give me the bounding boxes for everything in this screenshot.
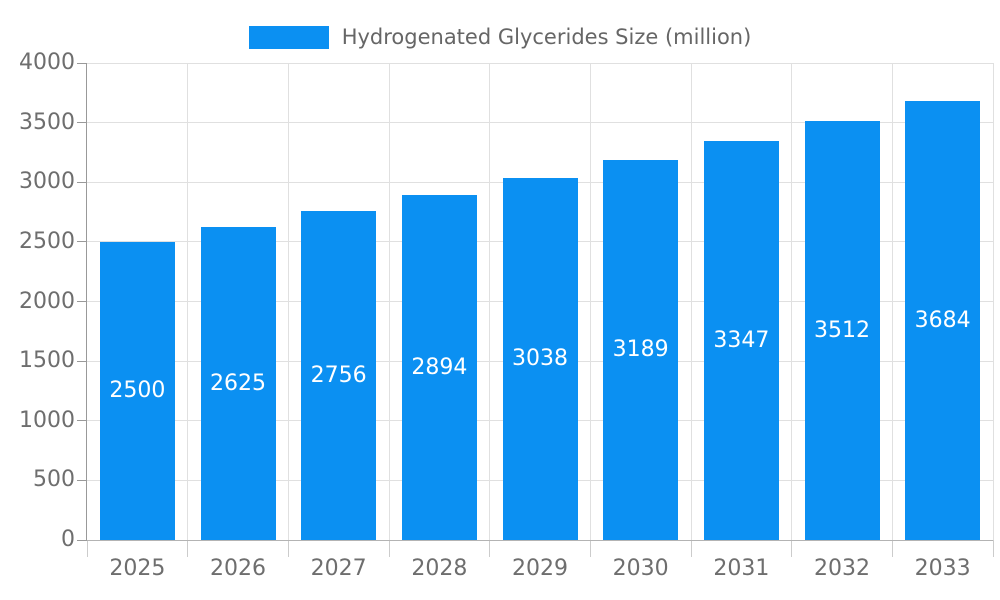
bar-2031[interactable]: 3347	[703, 140, 779, 540]
x-axis-label: 2026	[209, 556, 266, 581]
bar-value-label: 2625	[210, 370, 266, 396]
x-axis-label: 2031	[713, 556, 770, 581]
y-axis-tick	[77, 479, 87, 481]
y-axis-tick	[77, 360, 87, 362]
y-axis-tick	[77, 122, 87, 124]
y-axis-tick	[77, 62, 87, 64]
x-axis-label: 2025	[109, 556, 166, 581]
x-axis-tick	[187, 540, 189, 557]
y-axis-tick	[77, 420, 87, 422]
bar-2026[interactable]: 2625	[200, 226, 276, 540]
x-axis-tick	[992, 540, 994, 557]
gridline-vertical	[187, 63, 189, 540]
bar-2027[interactable]: 2756	[301, 211, 377, 540]
x-axis-tick	[489, 540, 491, 557]
y-axis-line	[86, 63, 87, 540]
gridline-horizontal	[87, 62, 993, 64]
y-axis-label: 4000	[19, 50, 75, 75]
gridline-horizontal	[87, 122, 993, 124]
x-axis-label: 2027	[310, 556, 367, 581]
legend[interactable]: Hydrogenated Glycerides Size (million)	[0, 23, 1000, 51]
bar-2028[interactable]: 2894	[401, 194, 477, 540]
bar-value-label: 3038	[512, 346, 568, 372]
bar-value-label: 3684	[914, 307, 971, 333]
gridline-vertical	[791, 63, 793, 540]
y-axis-tick	[77, 241, 87, 243]
gridline-vertical	[388, 63, 390, 540]
y-axis-label: 0	[61, 527, 75, 552]
y-axis-tick	[77, 301, 87, 302]
bar-value-label: 3512	[814, 318, 870, 344]
bar-value-label: 2756	[310, 363, 367, 389]
bar-2033[interactable]: 3684	[905, 100, 981, 540]
gridline-vertical	[287, 63, 289, 540]
x-axis-label: 2029	[511, 556, 568, 581]
x-axis-tick	[690, 540, 692, 557]
bar-value-label: 3347	[713, 327, 770, 353]
bar-value-label: 2500	[109, 378, 166, 404]
gridline-vertical	[589, 63, 591, 540]
x-axis-tick	[589, 540, 591, 557]
gridline-vertical	[992, 63, 994, 540]
bar-2030[interactable]: 3189	[603, 159, 679, 540]
legend-swatch	[248, 25, 329, 49]
x-axis-tick	[791, 540, 793, 557]
bar-value-label: 2894	[411, 354, 468, 380]
gridline-vertical	[891, 63, 893, 540]
bar-value-label: 3189	[612, 337, 669, 363]
bar-2029[interactable]: 3038	[502, 177, 578, 540]
y-axis-label: 2500	[19, 228, 75, 254]
x-axis-tick	[388, 540, 390, 557]
y-axis-label: 3500	[19, 109, 75, 135]
x-axis-tick	[891, 540, 893, 557]
x-axis-line	[87, 539, 993, 541]
y-axis-tick	[77, 181, 87, 183]
y-axis-tick	[77, 539, 87, 541]
y-axis-label: 2000	[19, 288, 75, 314]
bar-2032[interactable]: 3512	[804, 121, 880, 540]
x-axis-tick	[287, 540, 289, 557]
gridline-vertical	[690, 63, 692, 540]
x-axis-label: 2032	[813, 556, 870, 581]
x-axis-label: 2028	[411, 556, 468, 581]
y-axis-label: 3000	[19, 169, 75, 195]
gridline-vertical	[489, 63, 491, 540]
y-axis-label: 500	[33, 467, 75, 493]
x-axis-label: 2030	[612, 556, 669, 581]
y-axis-label: 1000	[19, 407, 75, 433]
legend-label: Hydrogenated Glycerides Size (million)	[341, 25, 752, 49]
bar-2025[interactable]: 2500	[99, 241, 175, 540]
x-axis-tick	[86, 540, 88, 557]
y-axis-label: 1500	[19, 348, 75, 374]
x-axis-label: 2033	[914, 556, 971, 581]
